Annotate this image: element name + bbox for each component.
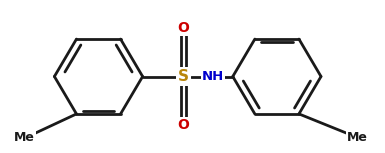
Text: Me: Me — [14, 131, 35, 144]
Text: O: O — [177, 21, 189, 35]
Text: S: S — [178, 69, 189, 84]
Text: O: O — [177, 118, 189, 132]
Text: Me: Me — [347, 131, 368, 144]
Text: NH: NH — [202, 70, 224, 83]
